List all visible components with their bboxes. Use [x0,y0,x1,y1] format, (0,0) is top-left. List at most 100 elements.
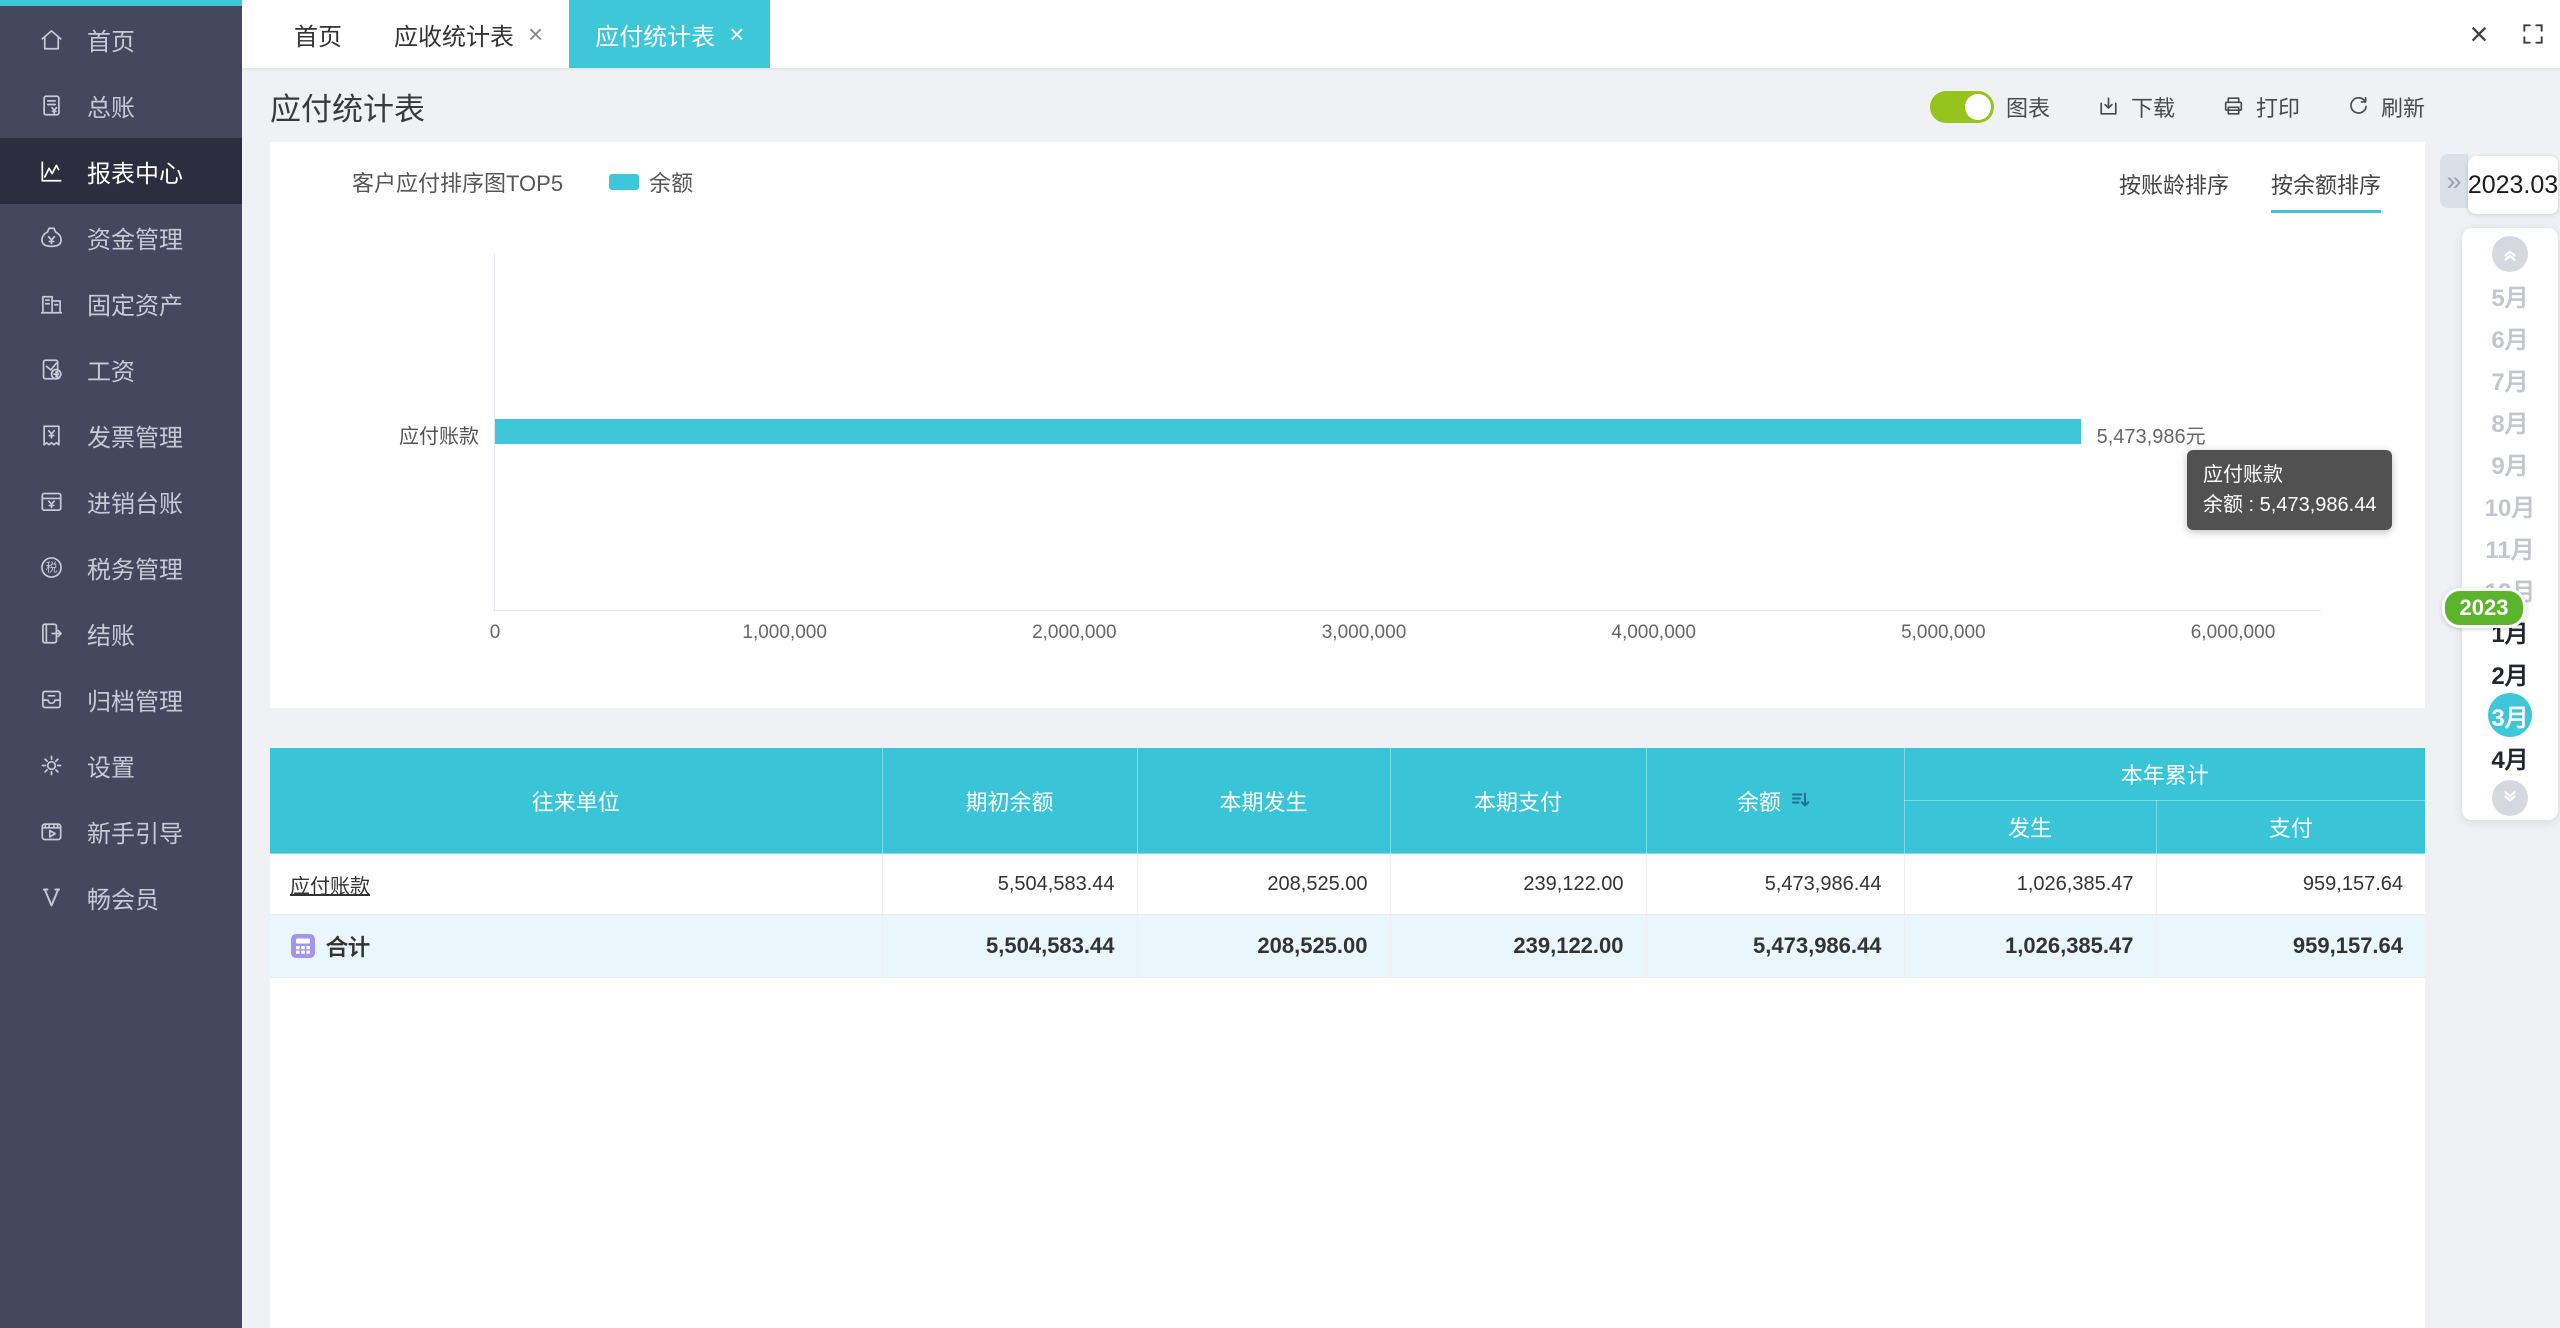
tabs-container: 首页 应收统计表 × 应付统计表 × [268,0,771,68]
sidebar-item-9[interactable]: 结账 [0,600,242,666]
sort-descending-icon[interactable] [1789,789,1813,813]
tab-label: 首页 [294,23,342,51]
year-badge: 2023 [2442,588,2526,628]
sidebar-item-label: 工资 [87,358,135,386]
tooltip-title: 应付账款 [2203,464,2283,486]
close-icon: × [2469,15,2489,52]
sort-by-balance-tab[interactable]: 按余额排序 [2270,168,2381,213]
month-item-6[interactable]: 11月 [2485,536,2535,564]
table-row: 应付账款 5,504,583.44 208,525.00 239,122.00 … [270,853,2426,915]
tab-2[interactable]: 应付统计表 × [569,0,771,68]
sidebar-item-3[interactable]: 资金管理 [0,204,242,270]
total-row: 合计 5,504,583.44 208,525.00 239,122.00 5,… [270,914,2426,978]
printer-icon [2221,94,2246,119]
month-item-3[interactable]: 8月 [2491,410,2529,438]
legend-swatch-icon [609,174,640,190]
cell-balance: 5,473,986.44 [1646,853,1905,915]
close-icon[interactable]: × [729,19,745,49]
col-header-ytd-group: 本年累计 [1904,748,2426,801]
cell-current-incurred: 208,525.00 [1137,853,1391,915]
close-icon[interactable]: × [528,19,544,49]
sidebar-item-4[interactable]: 固定资产 [0,270,242,336]
tax-icon: 税 [38,554,65,581]
report-center-icon [38,158,65,185]
tab-0[interactable]: 首页 [268,0,368,68]
col-header-unit: 往来单位 [270,748,883,854]
col-header-balance: 余额 [1646,748,1905,854]
sidebar-item-label: 进销台账 [87,490,183,518]
chart-tooltip: 应付账款 余额 : 5,473,986.44 [2187,450,2393,530]
sidebar-item-13[interactable]: 畅会员 [0,864,242,930]
fullscreen-button[interactable] [2506,0,2560,68]
month-item-10[interactable]: 3月 [2462,693,2558,737]
sidebar-item-label: 资金管理 [87,226,183,254]
selected-month-circle: 3月 [2488,693,2532,737]
sidebar-item-2[interactable]: 报表中心 [0,138,242,204]
col-header-ytd-incurred: 发生 [1904,800,2157,854]
page-header: 应付统计表 图表 下载 打印 [270,84,2425,129]
month-item-1[interactable]: 6月 [2491,326,2529,354]
cell-total-current-paid: 239,122.00 [1390,914,1647,978]
closing-icon [38,620,65,647]
current-period-label[interactable]: 2023.03 [2468,156,2558,214]
window-buttons: × [2452,0,2560,68]
x-axis-tick: 6,000,000 [2190,622,2276,643]
x-axis-tick: 0 [489,622,501,643]
cell-total-current-incurred: 208,525.00 [1137,914,1391,978]
account-link[interactable]: 应付账款 [290,875,370,898]
print-button[interactable]: 打印 [2221,91,2300,123]
cell-total-label: 合计 [270,914,883,978]
payroll-icon [38,356,65,383]
sidebar-item-label: 发票管理 [87,424,183,452]
month-item-11[interactable]: 4月 [2491,746,2529,774]
tab-1[interactable]: 应收统计表 × [368,0,569,68]
refresh-icon [2346,94,2371,119]
chart-legend[interactable]: 余额 [609,166,693,198]
chevron-down-double-icon [2499,787,2521,809]
tab-label: 应收统计表 [394,23,514,51]
month-item-2[interactable]: 7月 [2491,368,2529,396]
month-item-9[interactable]: 2月 [2491,662,2529,690]
scroll-up-button[interactable] [2492,236,2528,272]
chevron-up-double-icon [2499,243,2521,265]
tab-bar: 首页 应收统计表 × 应付统计表 × × [242,0,2560,68]
download-button[interactable]: 下载 [2096,91,2175,123]
bar-value-label: 5,473,986元 [2096,426,2206,448]
content-area: 应付统计表 图表 下载 打印 [242,68,2560,1328]
month-item-4[interactable]: 9月 [2491,452,2529,480]
tab-label: 应付统计表 [595,23,716,51]
sidebar-item-label: 总账 [87,94,135,122]
sidebar-item-7[interactable]: 进销台账 [0,468,242,534]
sidebar-item-1[interactable]: 总账 [0,72,242,138]
month-item-5[interactable]: 10月 [2484,494,2536,522]
col-header-ytd-paid: 支付 [2156,800,2426,854]
refresh-button[interactable]: 刷新 [2346,91,2425,123]
close-window-button[interactable]: × [2452,0,2506,68]
toggle-switch-icon[interactable] [1929,90,1994,123]
sort-by-aging-tab[interactable]: 按账龄排序 [2118,173,2229,198]
month-item-0[interactable]: 5月 [2491,284,2529,312]
col-header-current-paid: 本期支付 [1390,748,1647,854]
sidebar-item-11[interactable]: 设置 [0,732,242,798]
collapse-panel-handle[interactable]: » [2440,154,2468,208]
chart-title: 客户应付排序图TOP5 [352,171,564,196]
cell-opening: 5,504,583.44 [882,853,1138,915]
download-icon [2096,94,2121,119]
sidebar-item-12[interactable]: 新手引导 [0,798,242,864]
page-title: 应付统计表 [270,92,425,127]
home-icon [38,26,65,53]
sidebar-item-5[interactable]: 工资 [0,336,242,402]
x-axis-tick: 3,000,000 [1321,622,1407,643]
chart-view-toggle[interactable]: 图表 [1929,90,2050,123]
calculator-icon [290,933,316,959]
x-axis-tick: 2,000,000 [1032,622,1117,643]
sidebar-item-10[interactable]: 归档管理 [0,666,242,732]
sidebar-item-0[interactable]: 首页 [0,6,242,72]
sidebar-item-8[interactable]: 税 税务管理 [0,534,242,600]
scroll-down-button[interactable] [2492,780,2528,816]
general-ledger-icon [38,92,65,119]
chart-toggle-label: 图表 [2005,95,2050,121]
balance-bar[interactable] [495,419,2081,444]
sidebar-item-label: 畅会员 [87,886,159,914]
sidebar-item-6[interactable]: 发票管理 [0,402,242,468]
